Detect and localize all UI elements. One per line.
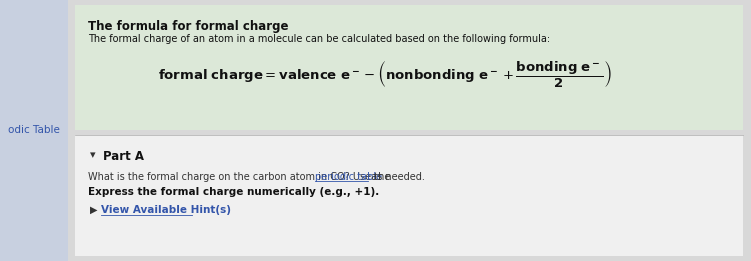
Text: The formula for formal charge: The formula for formal charge: [88, 20, 288, 33]
FancyBboxPatch shape: [75, 5, 743, 130]
Text: ▾: ▾: [90, 150, 95, 160]
Text: ▶: ▶: [90, 205, 98, 215]
Text: as needed.: as needed.: [368, 172, 424, 182]
Text: periodic table: periodic table: [315, 172, 382, 182]
Text: The formal charge of an atom in a molecule can be calculated based on the follow: The formal charge of an atom in a molecu…: [88, 34, 550, 44]
Text: odic Table: odic Table: [8, 125, 60, 135]
Text: Express the formal charge numerically (e.g., +1).: Express the formal charge numerically (e…: [88, 187, 379, 197]
FancyBboxPatch shape: [0, 0, 68, 261]
FancyBboxPatch shape: [75, 135, 743, 256]
Text: View Available Hint(s): View Available Hint(s): [101, 205, 231, 215]
Text: What is the formal charge on the carbon atom in CO? Use the: What is the formal charge on the carbon …: [88, 172, 394, 182]
Text: Part A: Part A: [103, 150, 144, 163]
Text: $\mathbf{formal\ charge} = \mathbf{valence\ e^-} - \left(\mathbf{nonbonding\ e^-: $\mathbf{formal\ charge} = \mathbf{valen…: [158, 60, 612, 90]
